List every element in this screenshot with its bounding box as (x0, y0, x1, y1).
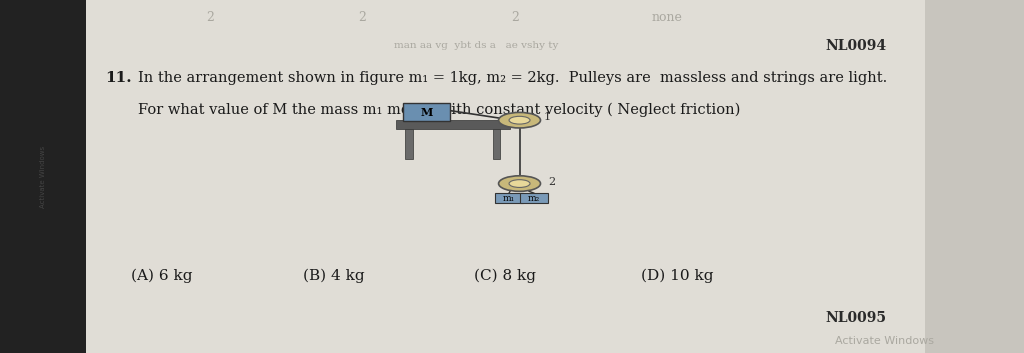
Text: m₂: m₂ (527, 193, 540, 203)
Text: man aa vg  ybt ds a   ae vshy ty: man aa vg ybt ds a ae vshy ty (394, 41, 559, 50)
Circle shape (509, 116, 530, 124)
Bar (406, 129, 413, 159)
FancyBboxPatch shape (519, 193, 548, 203)
Text: 2: 2 (358, 11, 367, 24)
Text: M: M (421, 107, 433, 118)
Text: 2: 2 (511, 11, 519, 24)
Text: 2: 2 (206, 11, 214, 24)
Text: Activate Windows: Activate Windows (836, 336, 934, 346)
Bar (0, 0, 86, 353)
FancyBboxPatch shape (495, 193, 523, 203)
Text: NL0094: NL0094 (825, 39, 887, 53)
Text: 1: 1 (544, 112, 551, 122)
Text: (C) 8 kg: (C) 8 kg (474, 268, 537, 282)
Text: 11.: 11. (104, 71, 131, 85)
Text: Activate Windows: Activate Windows (40, 145, 46, 208)
Bar (493, 129, 501, 159)
Text: m₁: m₁ (503, 193, 515, 203)
Text: In the arrangement shown in figure m₁ = 1kg, m₂ = 2kg.  Pulleys are  massless an: In the arrangement shown in figure m₁ = … (138, 71, 888, 85)
Bar (395, 120, 510, 129)
Circle shape (509, 180, 530, 187)
Text: 2: 2 (548, 177, 555, 187)
Text: none: none (652, 11, 683, 24)
Text: (B) 4 kg: (B) 4 kg (303, 268, 365, 282)
Text: For what value of M the mass m₁ moves with constant velocity ( Neglect friction): For what value of M the mass m₁ moves wi… (138, 102, 740, 116)
Text: (D) 10 kg: (D) 10 kg (641, 268, 713, 282)
FancyBboxPatch shape (403, 103, 450, 121)
Text: (A) 6 kg: (A) 6 kg (131, 268, 193, 282)
FancyBboxPatch shape (86, 0, 925, 353)
Circle shape (499, 112, 541, 128)
Text: NL0095: NL0095 (825, 311, 887, 325)
Circle shape (499, 176, 541, 191)
